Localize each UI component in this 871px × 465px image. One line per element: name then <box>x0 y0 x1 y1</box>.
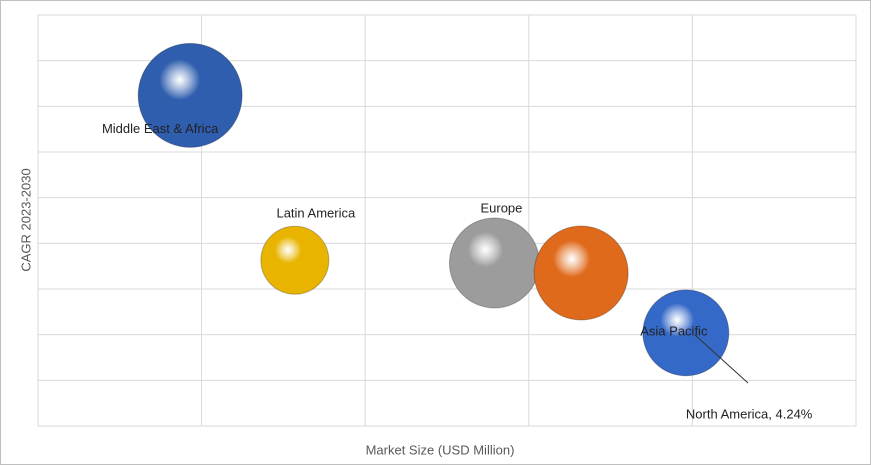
leader-line <box>694 334 749 384</box>
bubble <box>448 217 540 309</box>
bubble <box>533 225 629 321</box>
x-axis-title: Market Size (USD Million) <box>366 442 515 457</box>
data-label: Middle East & Africa <box>102 121 219 136</box>
bubble <box>137 42 243 148</box>
bubble <box>642 289 730 377</box>
bubble <box>260 225 330 295</box>
data-label: Latin America <box>276 206 356 221</box>
data-label: North America, 4.24% <box>686 406 813 421</box>
data-label: Europe <box>480 200 522 215</box>
y-axis-title: CAGR 2023-2030 <box>18 168 33 271</box>
data-label: Asia Pacific <box>640 323 708 338</box>
